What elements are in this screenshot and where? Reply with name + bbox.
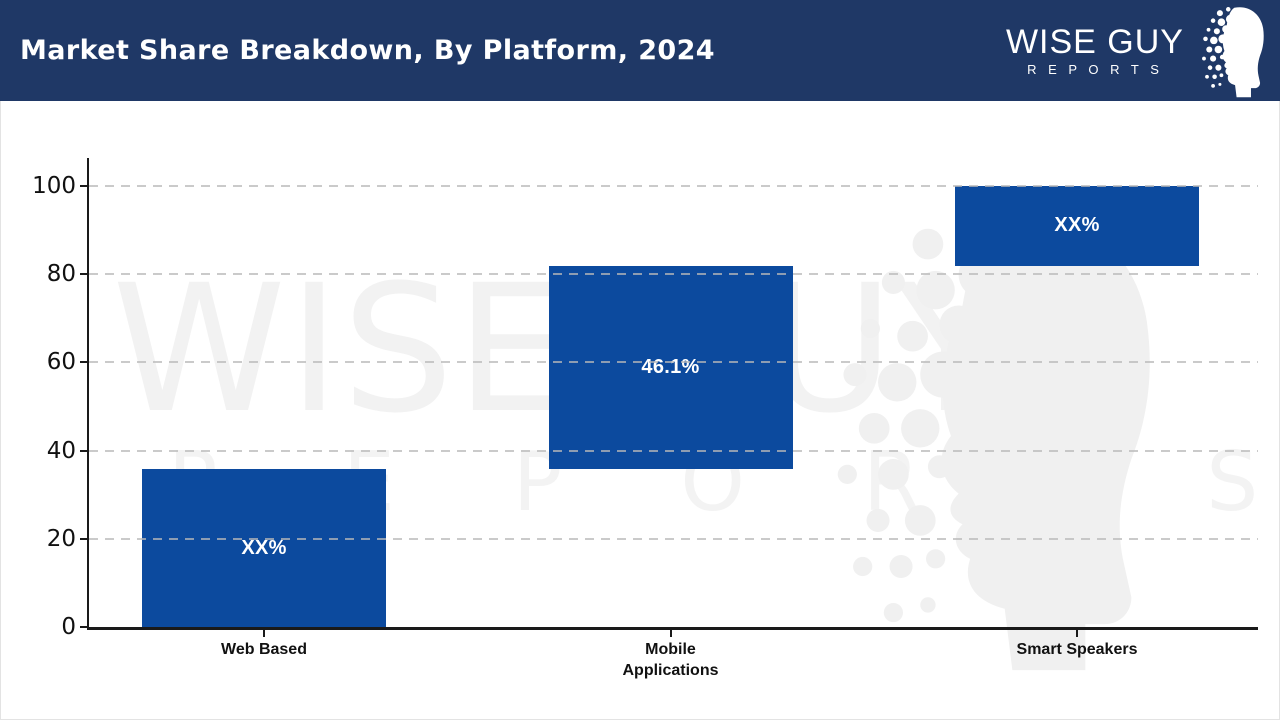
y-gridline-80 — [89, 273, 1258, 276]
y-tick-label-60: 60 — [46, 349, 76, 376]
y-gridline-60 — [89, 361, 1258, 364]
bar-value-label: 46.1% — [641, 355, 700, 378]
x-tick-label-1: Mobile Applications — [622, 641, 719, 679]
y-tick-label-40: 40 — [46, 437, 76, 464]
y-tick-label-100: 100 — [32, 173, 76, 199]
y-tick-label-0: 0 — [61, 614, 76, 640]
y-axis-line — [87, 158, 89, 629]
logo-subtext: R E P O R T S — [1027, 62, 1163, 77]
bar-web-based: XX% — [142, 469, 386, 627]
y-tick-mark-60 — [80, 361, 88, 364]
x-tick-label-2: Smart Speakers — [1016, 641, 1138, 658]
x-tick-mark-2 — [1076, 630, 1078, 637]
y-tick-mark-40 — [80, 449, 88, 452]
x-tick-mark-0 — [263, 630, 265, 637]
x-tick-label-0: Web Based — [221, 641, 307, 658]
header-banner: Market Share Breakdown, By Platform, 202… — [0, 0, 1280, 101]
y-gridline-40 — [89, 449, 1258, 452]
logo-face-icon — [1188, 4, 1270, 98]
chart-title: Market Share Breakdown, By Platform, 202… — [20, 35, 715, 66]
y-gridline-20 — [89, 537, 1258, 540]
logo-text: WISE GUY R E P O R T S — [1006, 24, 1184, 77]
y-tick-mark-100 — [80, 185, 88, 187]
bar-smart-speakers: XX% — [955, 186, 1199, 266]
y-tick-mark-80 — [80, 273, 88, 276]
y-gridline-100 — [89, 185, 1258, 187]
x-axis-line — [87, 627, 1258, 630]
watermark-face-icon — [762, 198, 1186, 674]
y-tick-label-80: 80 — [46, 261, 76, 288]
logo-wordmark: WISE GUY — [1005, 23, 1184, 61]
x-tick-mark-1 — [669, 630, 672, 637]
bar-value-label: XX% — [241, 536, 287, 559]
bar-value-label: XX% — [1054, 214, 1100, 237]
y-tick-label-20: 20 — [46, 525, 76, 552]
wise-guy-reports-logo: WISE GUY R E P O R T S — [1006, 4, 1280, 98]
y-tick-mark-20 — [80, 537, 88, 540]
y-tick-mark-0 — [80, 626, 88, 628]
bar-mobile-applications: 46.1% — [548, 265, 793, 470]
